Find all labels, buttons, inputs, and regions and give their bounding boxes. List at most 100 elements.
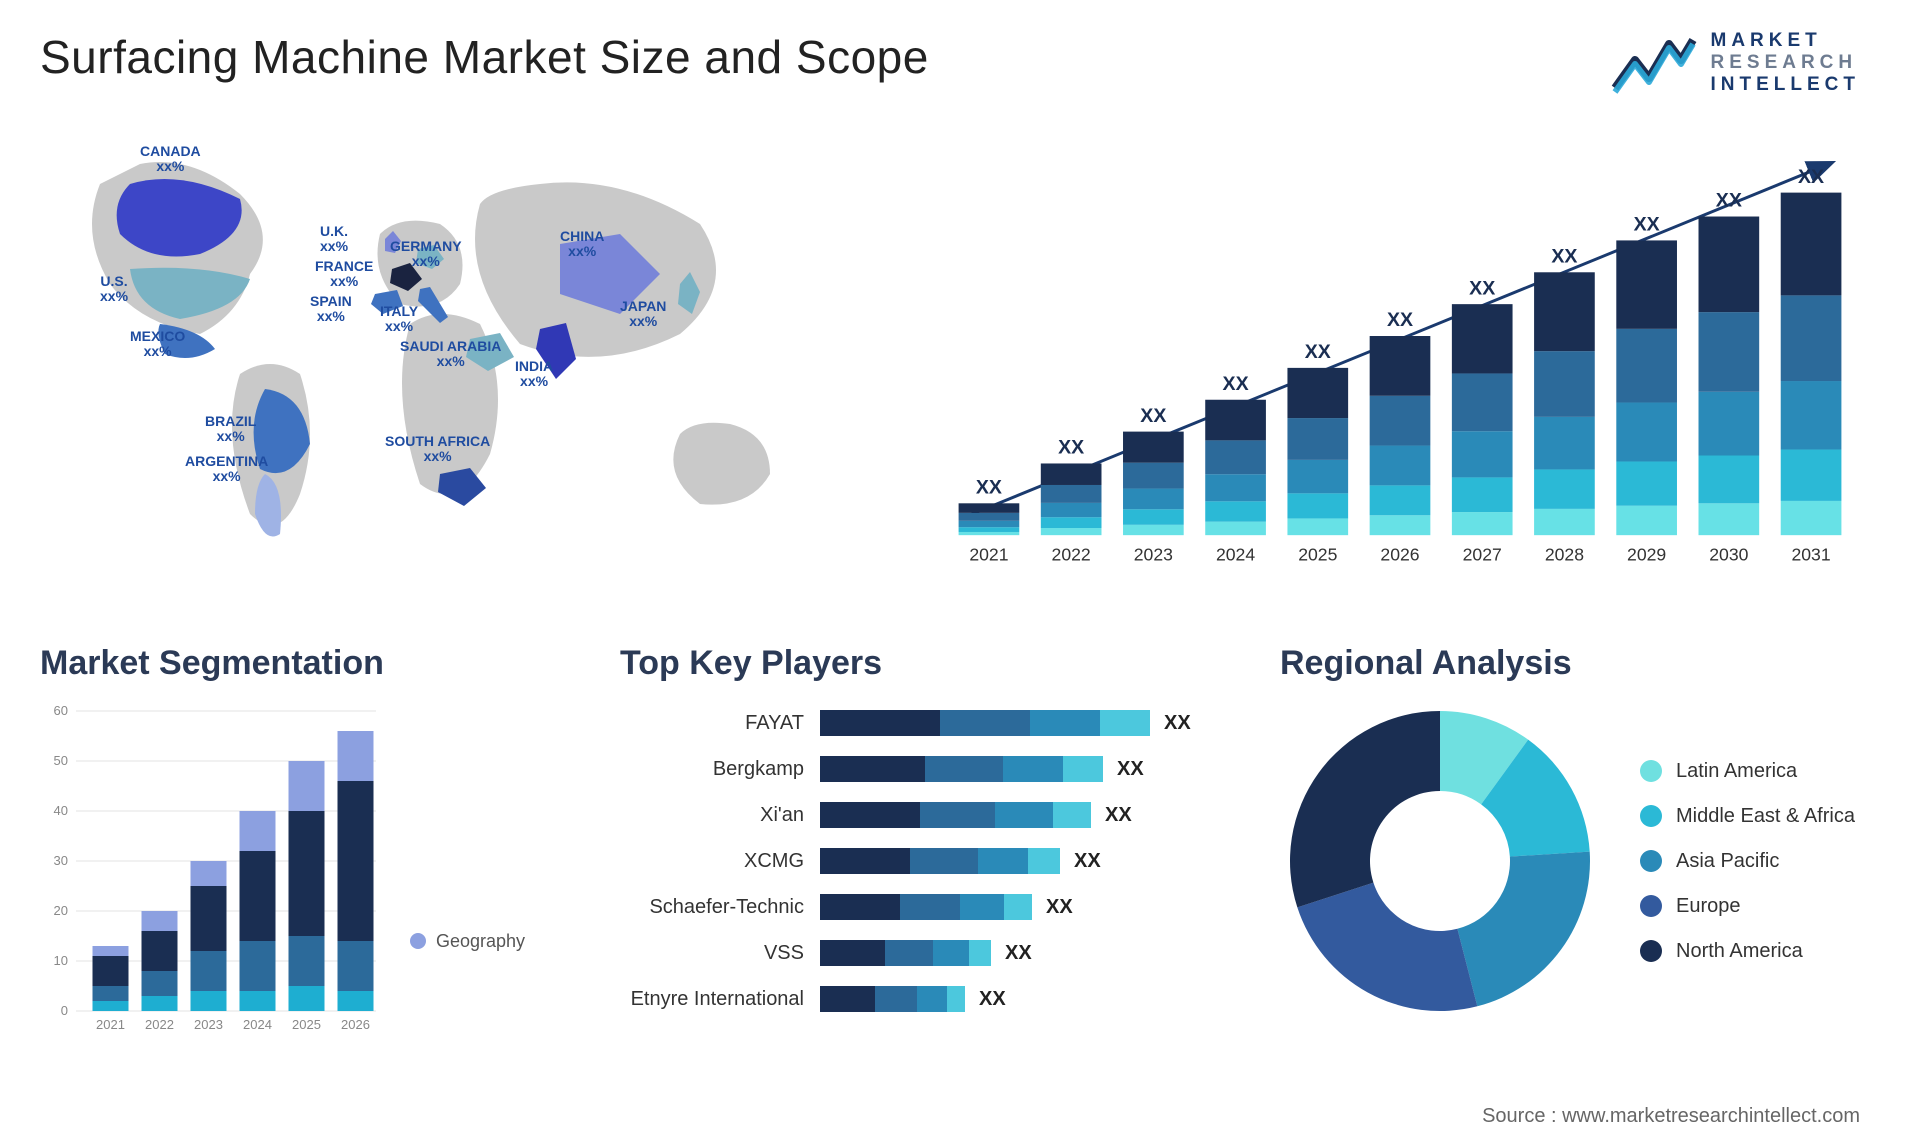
player-bar-seg	[1053, 802, 1091, 828]
player-bar-seg	[1004, 894, 1032, 920]
player-bar	[820, 756, 1103, 782]
forecast-bar-label: XX	[1716, 190, 1742, 212]
forecast-bar-seg	[1041, 463, 1102, 485]
map-label: GERMANYxx%	[390, 239, 462, 270]
player-name: Schaefer-Technic	[620, 896, 820, 919]
player-bar-seg	[920, 802, 995, 828]
player-name: XCMG	[620, 850, 820, 873]
player-name: Xi'an	[620, 804, 820, 827]
seg-bar-seg	[289, 761, 325, 811]
forecast-bar-seg	[959, 527, 1020, 532]
player-bar-seg	[1028, 848, 1060, 874]
seg-ytick: 0	[61, 1003, 68, 1018]
forecast-bar-seg	[1616, 403, 1677, 462]
forecast-year-label: 2029	[1627, 545, 1666, 565]
seg-bar-seg	[338, 991, 374, 1011]
player-row: Xi'an XX	[620, 793, 1240, 837]
forecast-bar-seg	[1370, 396, 1431, 446]
region-legend-label: North America	[1676, 940, 1803, 963]
map-label: CANADAxx%	[140, 144, 201, 175]
regional-donut	[1280, 701, 1600, 1021]
forecast-year-label: 2027	[1463, 545, 1502, 565]
forecast-bar-seg	[1041, 517, 1102, 528]
seg-bar-seg	[338, 941, 374, 991]
forecast-year-label: 2028	[1545, 545, 1584, 565]
seg-bar-seg	[289, 986, 325, 1011]
map-label: MEXICOxx%	[130, 329, 185, 360]
seg-year-label: 2024	[243, 1017, 272, 1032]
forecast-bar-seg	[1205, 501, 1266, 521]
forecast-bar-seg	[1123, 525, 1184, 535]
seg-bar-seg	[93, 1001, 129, 1011]
player-row: FAYATXX	[620, 701, 1240, 745]
seg-bar-seg	[240, 811, 276, 851]
forecast-bar-seg	[959, 513, 1020, 521]
player-bar-seg	[995, 802, 1053, 828]
map-label: INDIAxx%	[515, 359, 553, 390]
seg-bar-seg	[93, 956, 129, 986]
player-bar-seg	[978, 848, 1028, 874]
forecast-bar-seg	[1781, 381, 1842, 450]
player-value: XX	[1105, 804, 1132, 827]
seg-ytick: 40	[54, 803, 68, 818]
forecast-bar-label: XX	[1223, 373, 1249, 395]
legend-dot	[1640, 805, 1662, 827]
forecast-bar-seg	[1287, 418, 1348, 460]
forecast-bar-seg	[1452, 512, 1513, 535]
forecast-year-label: 2026	[1380, 545, 1419, 565]
logo-line1: MARKET	[1711, 30, 1861, 52]
player-bar-seg	[820, 940, 885, 966]
player-bar-seg	[947, 986, 965, 1012]
region-legend-item: North America	[1640, 940, 1855, 963]
forecast-year-label: 2024	[1216, 545, 1255, 565]
forecast-bar-seg	[1287, 493, 1348, 518]
forecast-bar-seg	[1699, 217, 1760, 313]
forecast-bar-seg	[1699, 456, 1760, 504]
player-bar	[820, 894, 1032, 920]
player-bar-seg	[820, 802, 920, 828]
segmentation-title: Market Segmentation	[40, 644, 580, 683]
region-legend-item: Latin America	[1640, 760, 1855, 783]
forecast-bar-label: XX	[1140, 405, 1166, 427]
segmentation-legend-label: Geography	[436, 931, 525, 952]
forecast-bar-seg	[1205, 522, 1266, 536]
player-bar	[820, 986, 965, 1012]
forecast-bar-seg	[1699, 312, 1760, 392]
forecast-bar-seg	[1616, 240, 1677, 328]
seg-bar-seg	[142, 911, 178, 931]
player-row: VSSXX	[620, 931, 1240, 975]
region-legend-label: Latin America	[1676, 760, 1797, 783]
player-bar-seg	[820, 848, 910, 874]
players-title: Top Key Players	[620, 644, 1240, 683]
player-bar-seg	[1003, 756, 1063, 782]
page-title: Surfacing Machine Market Size and Scope	[40, 30, 1880, 84]
seg-bar-seg	[289, 811, 325, 936]
logo-icon	[1611, 30, 1697, 96]
player-name: Bergkamp	[620, 758, 820, 781]
map-label: U.K.xx%	[320, 224, 348, 255]
seg-bar-seg	[93, 946, 129, 956]
forecast-bar-label: XX	[1387, 309, 1413, 331]
forecast-bar-seg	[959, 532, 1020, 535]
region-legend-item: Middle East & Africa	[1640, 805, 1855, 828]
player-bar	[820, 848, 1060, 874]
brand-logo: MARKET RESEARCH INTELLECT	[1611, 30, 1861, 96]
map-label: SPAINxx%	[310, 294, 352, 325]
player-bar-seg	[910, 848, 978, 874]
player-bar	[820, 710, 1150, 736]
forecast-bar-seg	[1452, 304, 1513, 373]
forecast-bar-label: XX	[1305, 341, 1331, 363]
legend-dot	[1640, 895, 1662, 917]
forecast-year-label: 2021	[969, 545, 1008, 565]
seg-ytick: 60	[54, 703, 68, 718]
forecast-year-label: 2022	[1052, 545, 1091, 565]
player-bar-seg	[820, 756, 925, 782]
player-row: BergkampXX	[620, 747, 1240, 791]
player-bar-seg	[1030, 710, 1100, 736]
forecast-bar-seg	[1781, 501, 1842, 535]
player-bar-seg	[969, 940, 991, 966]
forecast-bar-seg	[1370, 446, 1431, 486]
forecast-bar-seg	[1534, 351, 1595, 417]
forecast-bar-seg	[1534, 417, 1595, 470]
player-bar	[820, 940, 991, 966]
